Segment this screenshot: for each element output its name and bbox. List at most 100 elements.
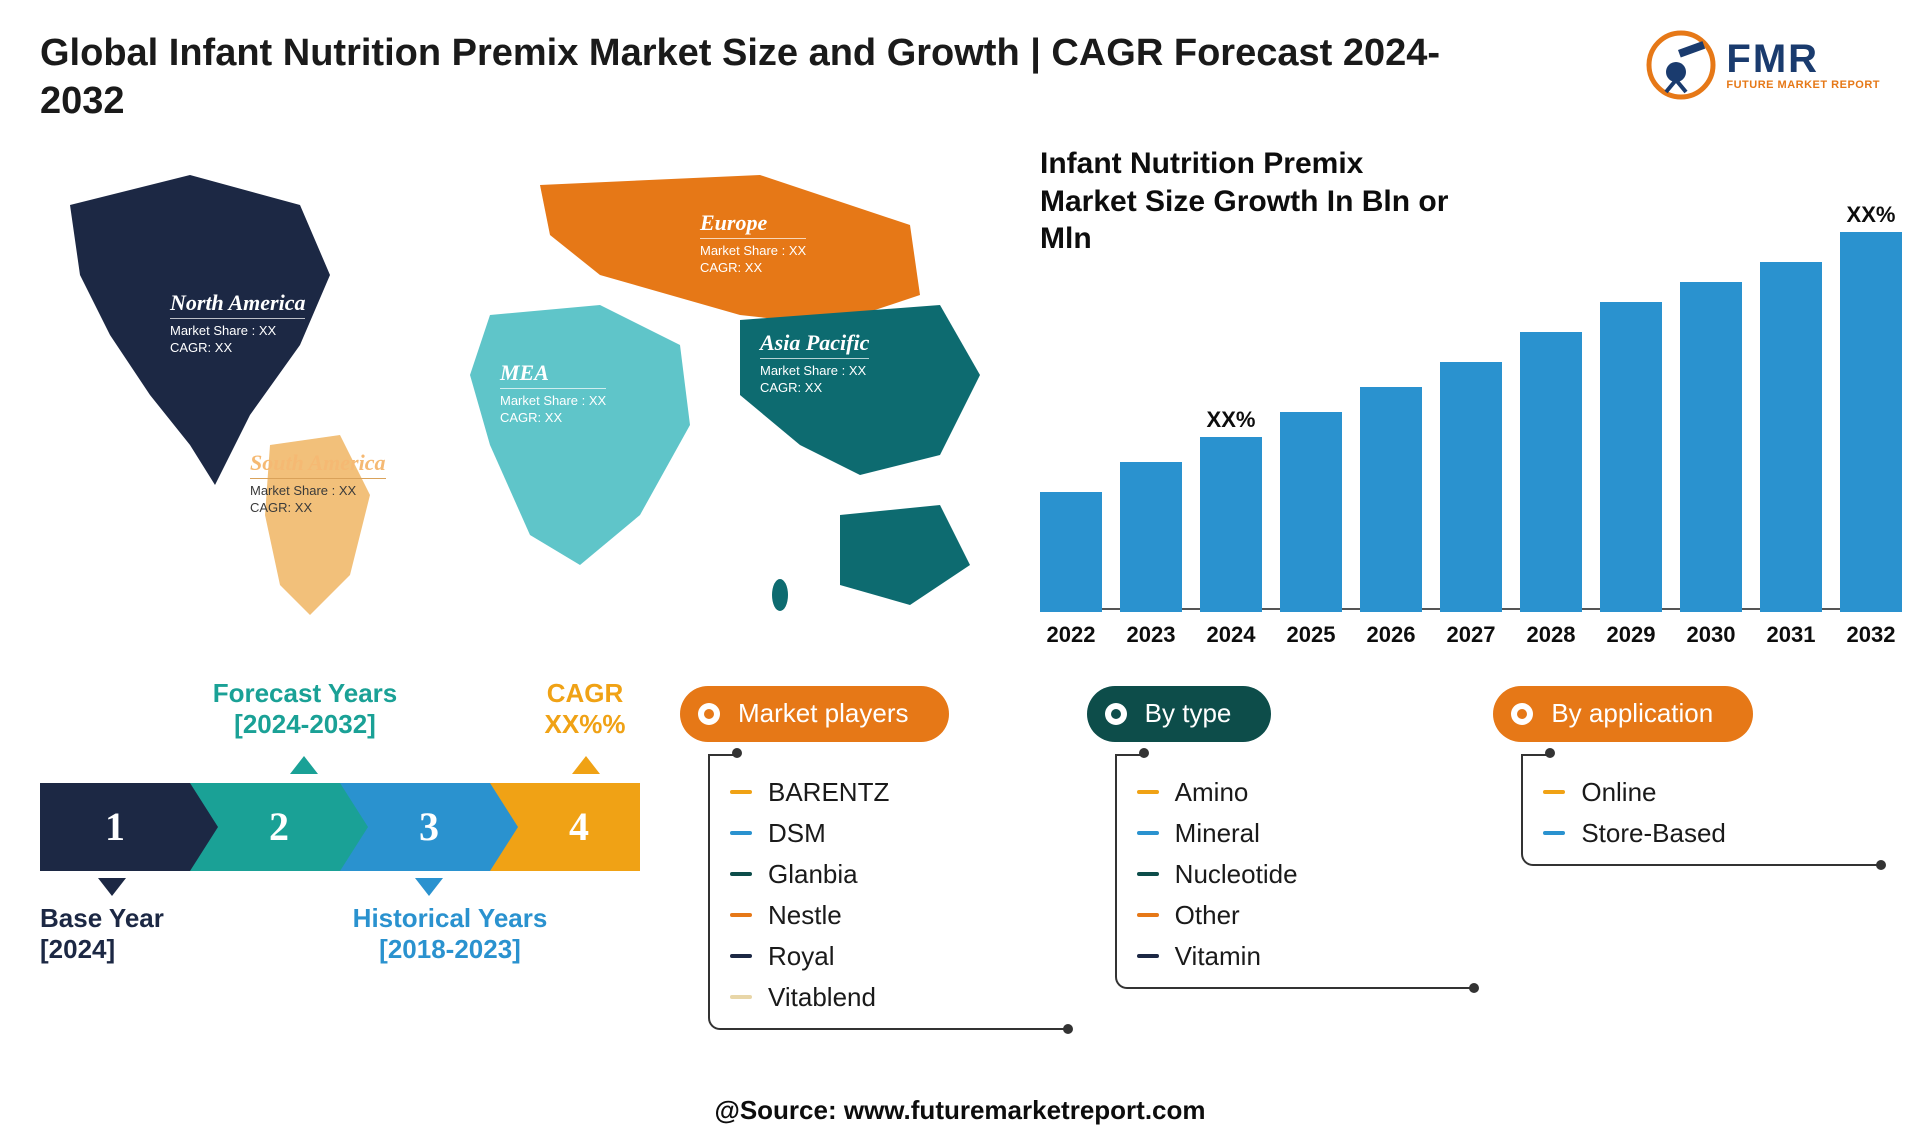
cagr-label: CAGR XX%% (520, 678, 650, 740)
list-item: DSM (730, 813, 1067, 854)
chart-title: Infant Nutrition Premix Market Size Grow… (1040, 145, 1460, 258)
bar-year-label: 2028 (1527, 622, 1576, 648)
pill-label: By type (1145, 698, 1232, 729)
bar (1840, 232, 1902, 612)
bar-2023: 2023 (1120, 462, 1182, 648)
pointer-down-icon (415, 878, 443, 896)
list-item: BARENTZ (730, 772, 1067, 813)
pill-label: By application (1551, 698, 1713, 729)
timeline-steps: 1 2 3 4 (40, 783, 640, 871)
tick-icon (1137, 913, 1159, 917)
bar-2027: 2027 (1440, 362, 1502, 648)
bar (1440, 362, 1502, 612)
bar-chart: Infant Nutrition Premix Market Size Grow… (1040, 145, 1902, 648)
bar (1760, 262, 1822, 612)
bar-year-label: 2023 (1127, 622, 1176, 648)
region-north-america: North America Market Share : XX CAGR: XX (170, 290, 305, 357)
bar (1120, 462, 1182, 612)
list-item: Amino (1137, 772, 1474, 813)
region-asia-pacific: Asia Pacific Market Share : XX CAGR: XX (760, 330, 869, 397)
bar-year-label: 2024 (1207, 622, 1256, 648)
pointer-up-icon (290, 756, 318, 774)
market-players-column: Market players BARENTZ DSM Glanbia Nestle Ro… (680, 678, 1067, 1030)
bar-2022: 2022 (1040, 492, 1102, 648)
list-item: Online (1543, 772, 1880, 813)
region-europe: Europe Market Share : XX CAGR: XX (700, 210, 806, 277)
region-south-america: South America Market Share : XX CAGR: XX (250, 450, 386, 517)
bar-2026: 2026 (1360, 387, 1422, 648)
tick-icon (730, 913, 752, 917)
bar-2024: XX%2024 (1200, 437, 1262, 648)
bar-year-label: 2029 (1607, 622, 1656, 648)
logo-text-main: FMR (1726, 39, 1819, 79)
bar (1360, 387, 1422, 612)
bar (1680, 282, 1742, 612)
forecast-years-label: Forecast Years [2024-2032] (195, 678, 415, 740)
bar-year-label: 2031 (1767, 622, 1816, 648)
list-item-label: Nestle (768, 900, 842, 931)
dot-icon (1511, 703, 1533, 725)
bar (1280, 412, 1342, 612)
list-item-label: Other (1175, 900, 1240, 931)
list-item: Nucleotide (1137, 854, 1474, 895)
list-item: Nestle (730, 895, 1067, 936)
bar (1600, 302, 1662, 612)
bar-2029: 2029 (1600, 302, 1662, 648)
page-title: Global Infant Nutrition Premix Market Si… (40, 30, 1440, 125)
list-item-label: Glanbia (768, 859, 858, 890)
bar-year-label: 2022 (1047, 622, 1096, 648)
list-item-label: Vitablend (768, 982, 876, 1013)
tick-icon (730, 872, 752, 876)
list-item: Glanbia (730, 854, 1067, 895)
bar-year-label: 2030 (1687, 622, 1736, 648)
list-item-label: Nucleotide (1175, 859, 1298, 890)
bar (1200, 437, 1262, 612)
historical-years-label: Historical Years [2018-2023] (320, 903, 580, 965)
tick-icon (730, 995, 752, 999)
fmr-logo: FMR FUTURE MARKET REPORT (1646, 30, 1880, 100)
by-application-column: By application Online Store-Based (1493, 678, 1880, 866)
bar-annotation: XX% (1207, 407, 1256, 433)
by-type-pill: By type (1087, 686, 1272, 742)
list-item: Store-Based (1543, 813, 1880, 854)
tick-icon (730, 790, 752, 794)
tick-icon (1137, 954, 1159, 958)
region-mea: MEA Market Share : XX CAGR: XX (500, 360, 606, 427)
list-item-label: Store-Based (1581, 818, 1726, 849)
list-item-label: Royal (768, 941, 834, 972)
by-application-list: Online Store-Based (1521, 754, 1880, 866)
bar-2025: 2025 (1280, 412, 1342, 648)
market-players-list: BARENTZ DSM Glanbia Nestle Royal Vitablend (708, 754, 1067, 1030)
list-item-label: Online (1581, 777, 1656, 808)
pill-label: Market players (738, 698, 909, 729)
list-item-label: Vitamin (1175, 941, 1261, 972)
bar-2028: 2028 (1520, 332, 1582, 648)
dot-icon (1105, 703, 1127, 725)
list-item: Mineral (1137, 813, 1474, 854)
list-item: Vitablend (730, 977, 1067, 1018)
by-application-pill: By application (1493, 686, 1753, 742)
list-item-label: Amino (1175, 777, 1249, 808)
list-item-label: DSM (768, 818, 826, 849)
bar-year-label: 2027 (1447, 622, 1496, 648)
pointer-down-icon (98, 878, 126, 896)
logo-text-sub: FUTURE MARKET REPORT (1726, 79, 1880, 91)
source-attribution: @Source: www.futuremarketreport.com (0, 1095, 1920, 1126)
bar-year-label: 2032 (1847, 622, 1896, 648)
by-type-column: By type Amino Mineral Nucleotide Other Vitam… (1087, 678, 1474, 989)
world-map: North America Market Share : XX CAGR: XX… (40, 145, 1000, 625)
timeline: Forecast Years [2024-2032] CAGR XX%% 1 2… (40, 678, 660, 1018)
bar-year-label: 2025 (1287, 622, 1336, 648)
tick-icon (1543, 790, 1565, 794)
bar-2030: 2030 (1680, 282, 1742, 648)
tick-icon (730, 954, 752, 958)
dot-icon (698, 703, 720, 725)
tick-icon (1137, 831, 1159, 835)
telescope-icon (1646, 30, 1716, 100)
timeline-step-1: 1 (40, 783, 190, 871)
market-players-pill: Market players (680, 686, 949, 742)
tick-icon (1137, 790, 1159, 794)
list-item: Vitamin (1137, 936, 1474, 977)
header: Global Infant Nutrition Premix Market Si… (40, 30, 1880, 125)
bar (1040, 492, 1102, 612)
